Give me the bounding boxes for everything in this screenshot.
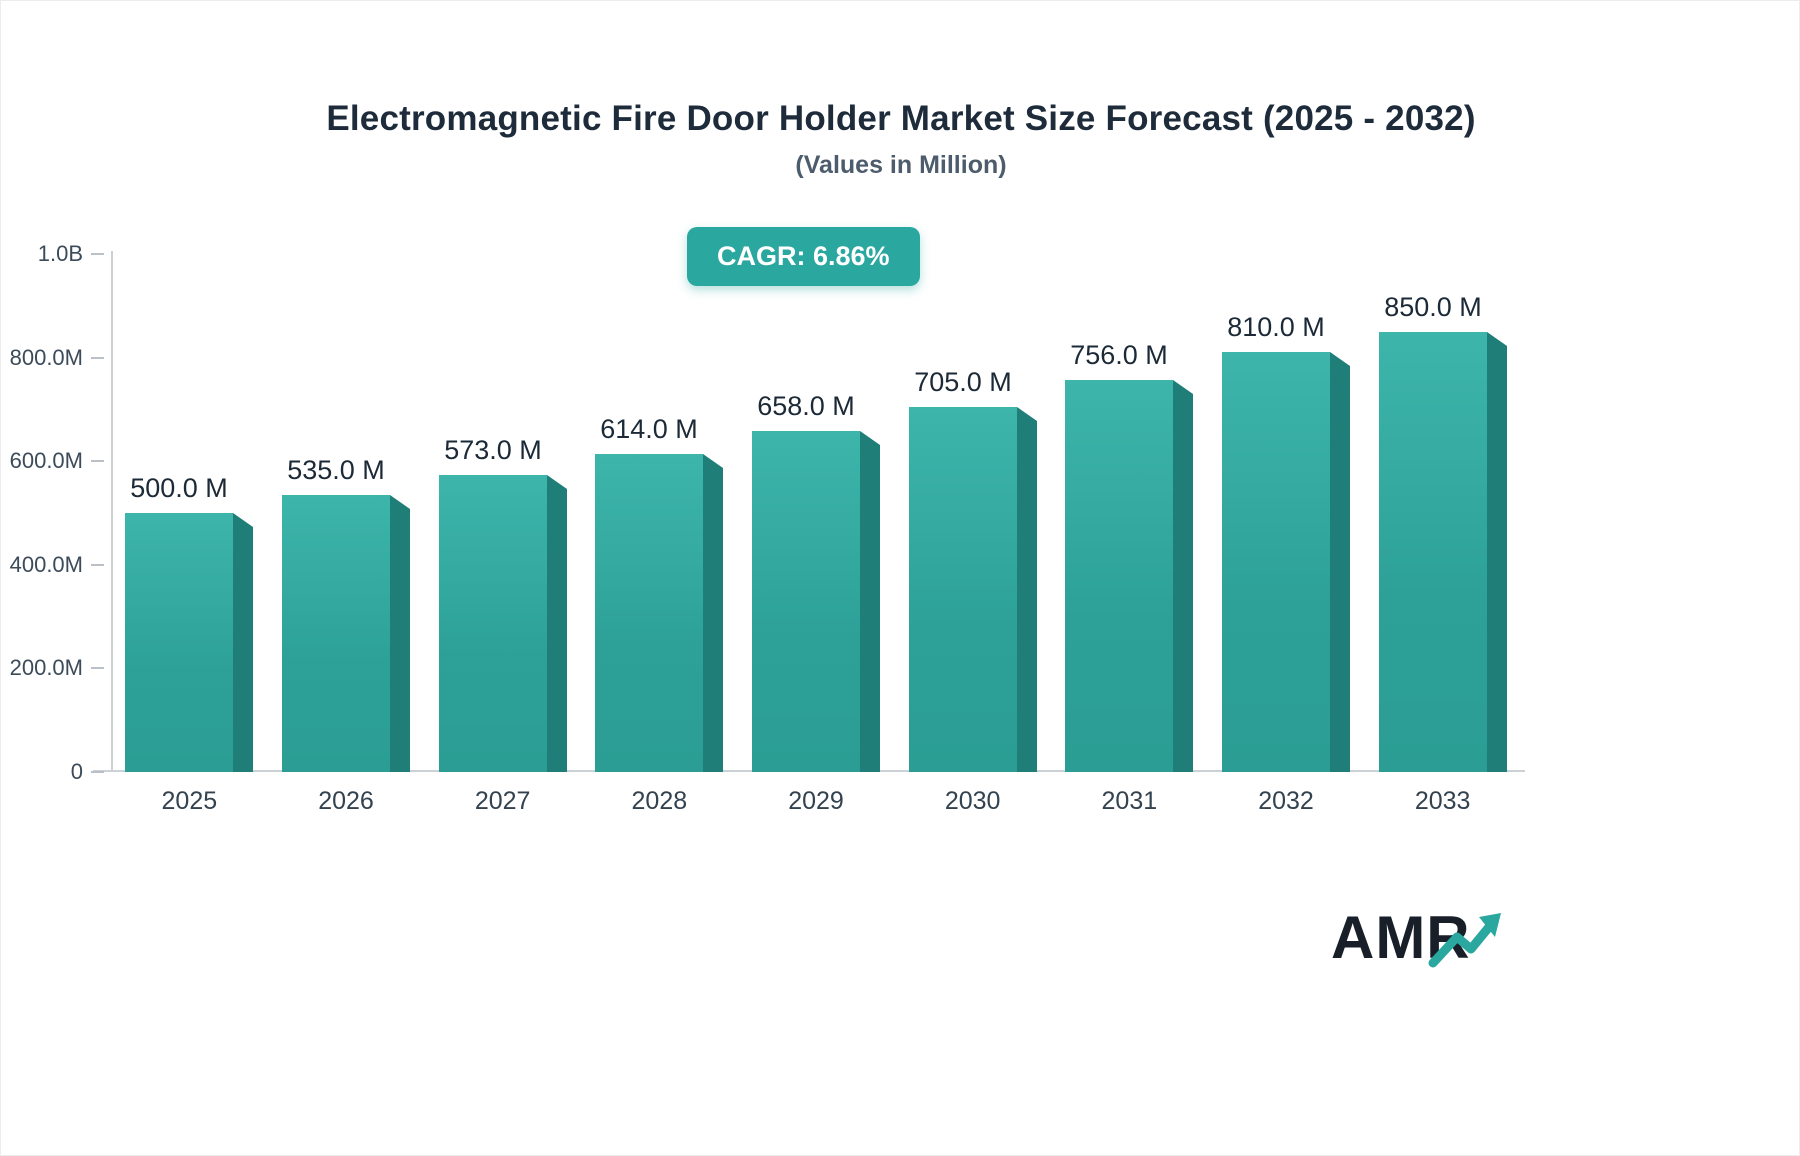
y-axis-tick-mark: [91, 771, 104, 773]
y-axis-label: 800.0M: [9, 344, 83, 370]
plot-area: [111, 254, 1521, 772]
x-axis-label-2025: 2025: [161, 787, 218, 815]
x-axis-label-2032: 2032: [1258, 787, 1314, 815]
x-axis-label-2029: 2029: [788, 787, 844, 815]
bar-value-label: 614.0 M: [600, 414, 698, 444]
amr-logo: AMR: [1331, 897, 1501, 977]
bar-3d-side: [1173, 380, 1193, 772]
bar-3d-side: [1487, 332, 1507, 772]
bar-value-label: 705.0 M: [914, 367, 1012, 397]
amr-logo-text: AMR: [1331, 904, 1471, 971]
bar-2032[interactable]: [1222, 352, 1350, 772]
bar-face[interactable]: [125, 513, 233, 772]
x-axis-label-2031: 2031: [1101, 787, 1158, 815]
bar-value-label: 756.0 M: [1070, 340, 1168, 370]
bar-3d-side: [1330, 352, 1350, 772]
bar-face[interactable]: [282, 495, 390, 772]
bar-value-label: 500.0 M: [130, 473, 228, 503]
bar-face[interactable]: [439, 475, 547, 772]
bar-value-label: 810.0 M: [1227, 312, 1325, 342]
bar-value-label: 658.0 M: [757, 391, 855, 421]
bar-value-label: 850.0 M: [1384, 292, 1482, 322]
y-axis-tick-mark: [91, 460, 104, 463]
x-axis-label-2028: 2028: [631, 787, 688, 815]
y-axis-tick-mark: [91, 356, 104, 359]
x-axis-label-2033: 2033: [1414, 787, 1471, 815]
y-axis-label: 0: [70, 759, 83, 784]
cagr-badge: CAGR: 6.86%: [687, 227, 920, 286]
bar-2027[interactable]: [439, 475, 567, 772]
y-axis-label: 1.0B: [37, 241, 83, 266]
bar-3d-side: [547, 475, 567, 772]
y-axis-label: 400.0M: [9, 551, 83, 577]
bar-2033[interactable]: [1379, 332, 1507, 772]
bar-face[interactable]: [1222, 352, 1330, 772]
chart-subtitle: (Values in Million): [795, 151, 1007, 179]
bar-3d-side: [390, 495, 410, 772]
bar-face[interactable]: [909, 407, 1017, 772]
y-axis-tick-mark: [91, 563, 104, 566]
bar-3d-side: [1017, 407, 1037, 772]
bar-face[interactable]: [752, 431, 860, 772]
bar-value-label: 573.0 M: [444, 435, 542, 465]
y-axis-tick-mark: [91, 253, 104, 255]
x-axis-label-2027: 2027: [474, 787, 531, 815]
amr-logo-arrow-icon: [1428, 913, 1501, 968]
bar-3d-side: [860, 431, 880, 772]
bar-2029[interactable]: [752, 431, 880, 772]
bar-2031[interactable]: [1065, 380, 1193, 772]
bar-2025[interactable]: [125, 513, 253, 772]
bar-2030[interactable]: [909, 407, 1037, 772]
bar-3d-side: [703, 454, 723, 772]
y-axis-line: [111, 251, 113, 772]
y-axis-label: 600.0M: [9, 448, 83, 474]
x-axis-label-2026: 2026: [318, 787, 374, 815]
bar-face[interactable]: [1379, 332, 1487, 772]
bar-value-label: 535.0 M: [287, 455, 385, 485]
bar-2028[interactable]: [595, 454, 723, 772]
bar-face[interactable]: [595, 454, 703, 772]
bar-face[interactable]: [1065, 380, 1173, 772]
y-axis-label: 200.0M: [9, 655, 83, 681]
bar-3d-side: [233, 513, 253, 772]
bar-2026[interactable]: [282, 495, 410, 772]
x-axis-label-2030: 2030: [944, 787, 1001, 815]
y-axis-tick-mark: [91, 667, 104, 670]
chart-title: Electromagnetic Fire Door Holder Market …: [326, 99, 1476, 138]
